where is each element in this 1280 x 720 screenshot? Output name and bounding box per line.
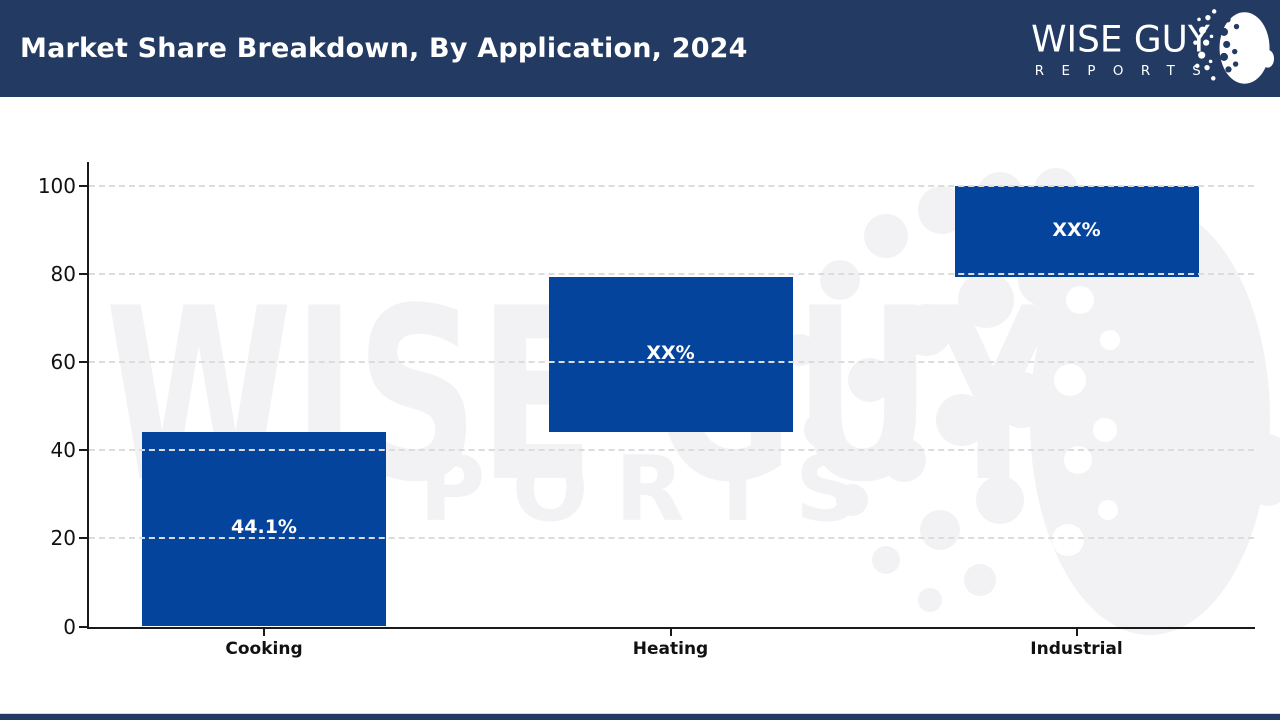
- y-tick-label-60: 60: [50, 350, 76, 375]
- x-tick-label-cooking: Cooking: [225, 638, 303, 659]
- y-tick-label-40: 40: [50, 438, 76, 463]
- bar-cooking: [142, 432, 386, 627]
- y-tick-40: [79, 449, 87, 452]
- y-tick-80: [79, 273, 87, 276]
- y-tick-label-20: 20: [50, 526, 76, 551]
- logo-wordmark: WISE GUY: [1031, 18, 1210, 61]
- chart-title: Market Share Breakdown, By Application, …: [20, 33, 748, 64]
- chart-area: WISE GUY REPORTS: [0, 97, 1280, 714]
- bar-label-heating: XX%: [646, 341, 695, 364]
- x-axis-spine: [87, 626, 1255, 629]
- gridline-20: [89, 537, 1254, 540]
- gridline-80: [89, 273, 1254, 276]
- x-tick-label-heating: Heating: [632, 638, 709, 659]
- y-tick-label-0: 0: [63, 614, 76, 639]
- gridline-60: [89, 361, 1254, 364]
- wise-guy-reports-logo: WISE GUY REPORTS: [1031, 9, 1274, 84]
- footer-band: [0, 713, 1280, 720]
- gridline-100: [89, 185, 1254, 187]
- y-tick-100: [79, 185, 87, 187]
- x-tick-industrial: [1075, 627, 1078, 636]
- y-tick-60: [79, 361, 87, 364]
- y-tick-label-100: 100: [37, 174, 76, 198]
- y-tick-20: [79, 537, 87, 540]
- y-tick-label-80: 80: [50, 262, 76, 287]
- y-axis-spine: [87, 162, 89, 629]
- logo-head-icon: [1193, 9, 1274, 84]
- bar-label-industrial: XX%: [1052, 218, 1101, 241]
- bar-label-cooking: 44.1%: [231, 516, 297, 539]
- gridline-40: [89, 449, 1254, 452]
- x-tick-cooking: [263, 627, 265, 636]
- header-band: Market Share Breakdown, By Application, …: [0, 0, 1280, 97]
- bar-heating: [548, 277, 793, 433]
- x-tick-heating: [669, 627, 672, 636]
- x-tick-label-industrial: Industrial: [1030, 638, 1123, 659]
- y-tick-0: [79, 625, 87, 628]
